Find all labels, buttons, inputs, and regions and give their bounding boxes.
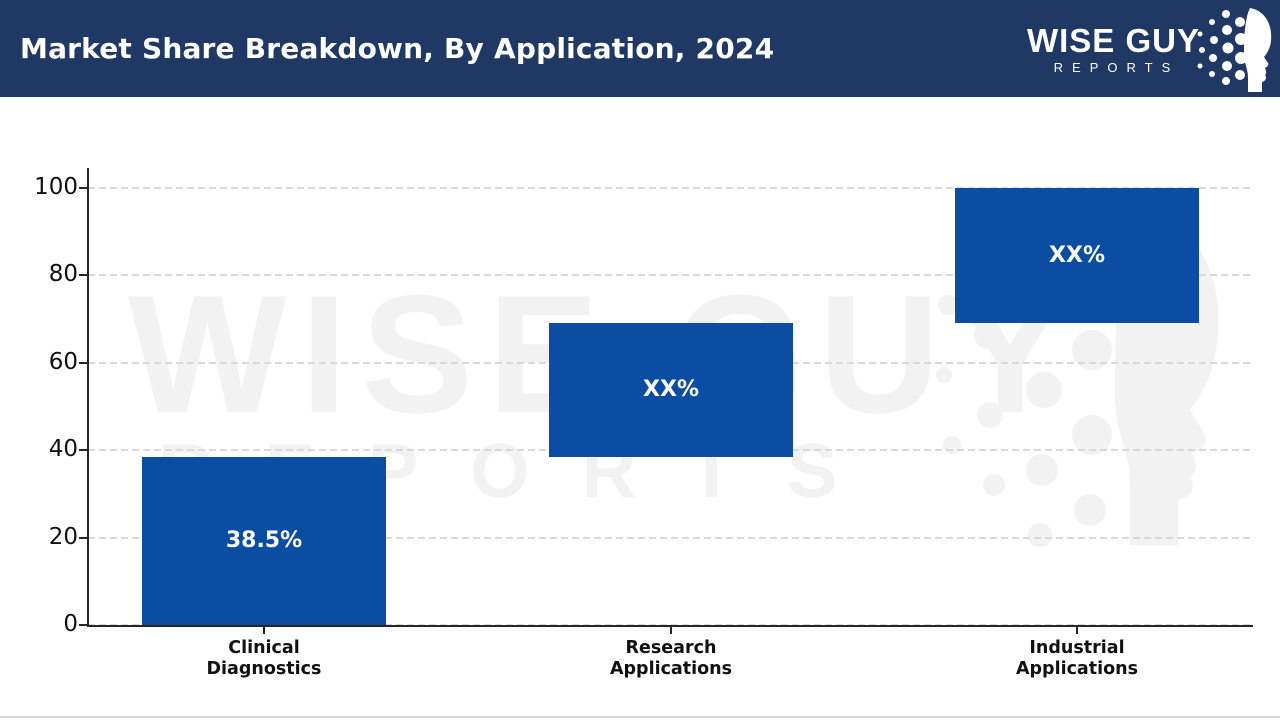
x-axis-category-label: Industrial Applications — [1015, 638, 1139, 679]
y-tick-mark — [79, 361, 87, 364]
bottom-divider — [0, 716, 1280, 718]
x-axis-category-label: Clinical Diagnostics — [206, 638, 322, 679]
y-tick-mark — [79, 449, 87, 452]
y-tick-mark — [79, 624, 87, 626]
x-tick-mark — [670, 627, 672, 634]
x-axis-line — [87, 625, 1253, 627]
y-tick-mark — [79, 187, 87, 189]
y-tick-mark — [79, 536, 87, 539]
bar-value-label: 38.5% — [225, 528, 303, 554]
y-axis-line — [87, 168, 89, 627]
logo-wordmark: WISE GUY — [1026, 22, 1200, 59]
x-tick-mark — [263, 627, 265, 634]
y-tick-label: 20 — [48, 523, 78, 550]
logo-text: WISE GUY REPORTS — [1026, 22, 1200, 76]
logo-face-icon — [1197, 8, 1272, 92]
y-gridline — [88, 187, 1252, 189]
y-tick-mark — [79, 274, 87, 277]
bar-clinical-diagnostics: 38.5% — [142, 456, 386, 625]
y-tick-label: 100 — [34, 174, 78, 200]
bar-research-applications: XX% — [549, 322, 793, 457]
y-tick-label: 80 — [48, 261, 78, 288]
header-banner: Market Share Breakdown, By Application, … — [0, 0, 1280, 97]
logo-subtitle: REPORTS — [1053, 60, 1180, 75]
wise-guy-logo: WISE GUY REPORTS — [1012, 0, 1272, 97]
x-tick-mark — [1076, 627, 1078, 634]
y-tick-label: 60 — [48, 348, 78, 375]
y-gridline — [88, 536, 1252, 539]
x-axis-category-label: Research Applications — [609, 638, 733, 679]
page-title: Market Share Breakdown, By Application, … — [20, 32, 775, 65]
bar-value-label: XX% — [1049, 242, 1105, 268]
bar-industrial-applications: XX% — [955, 188, 1199, 323]
bar-value-label: XX% — [643, 377, 699, 403]
y-tick-label: 0 — [63, 611, 78, 637]
y-tick-label: 40 — [48, 436, 78, 463]
y-gridline — [88, 274, 1252, 277]
